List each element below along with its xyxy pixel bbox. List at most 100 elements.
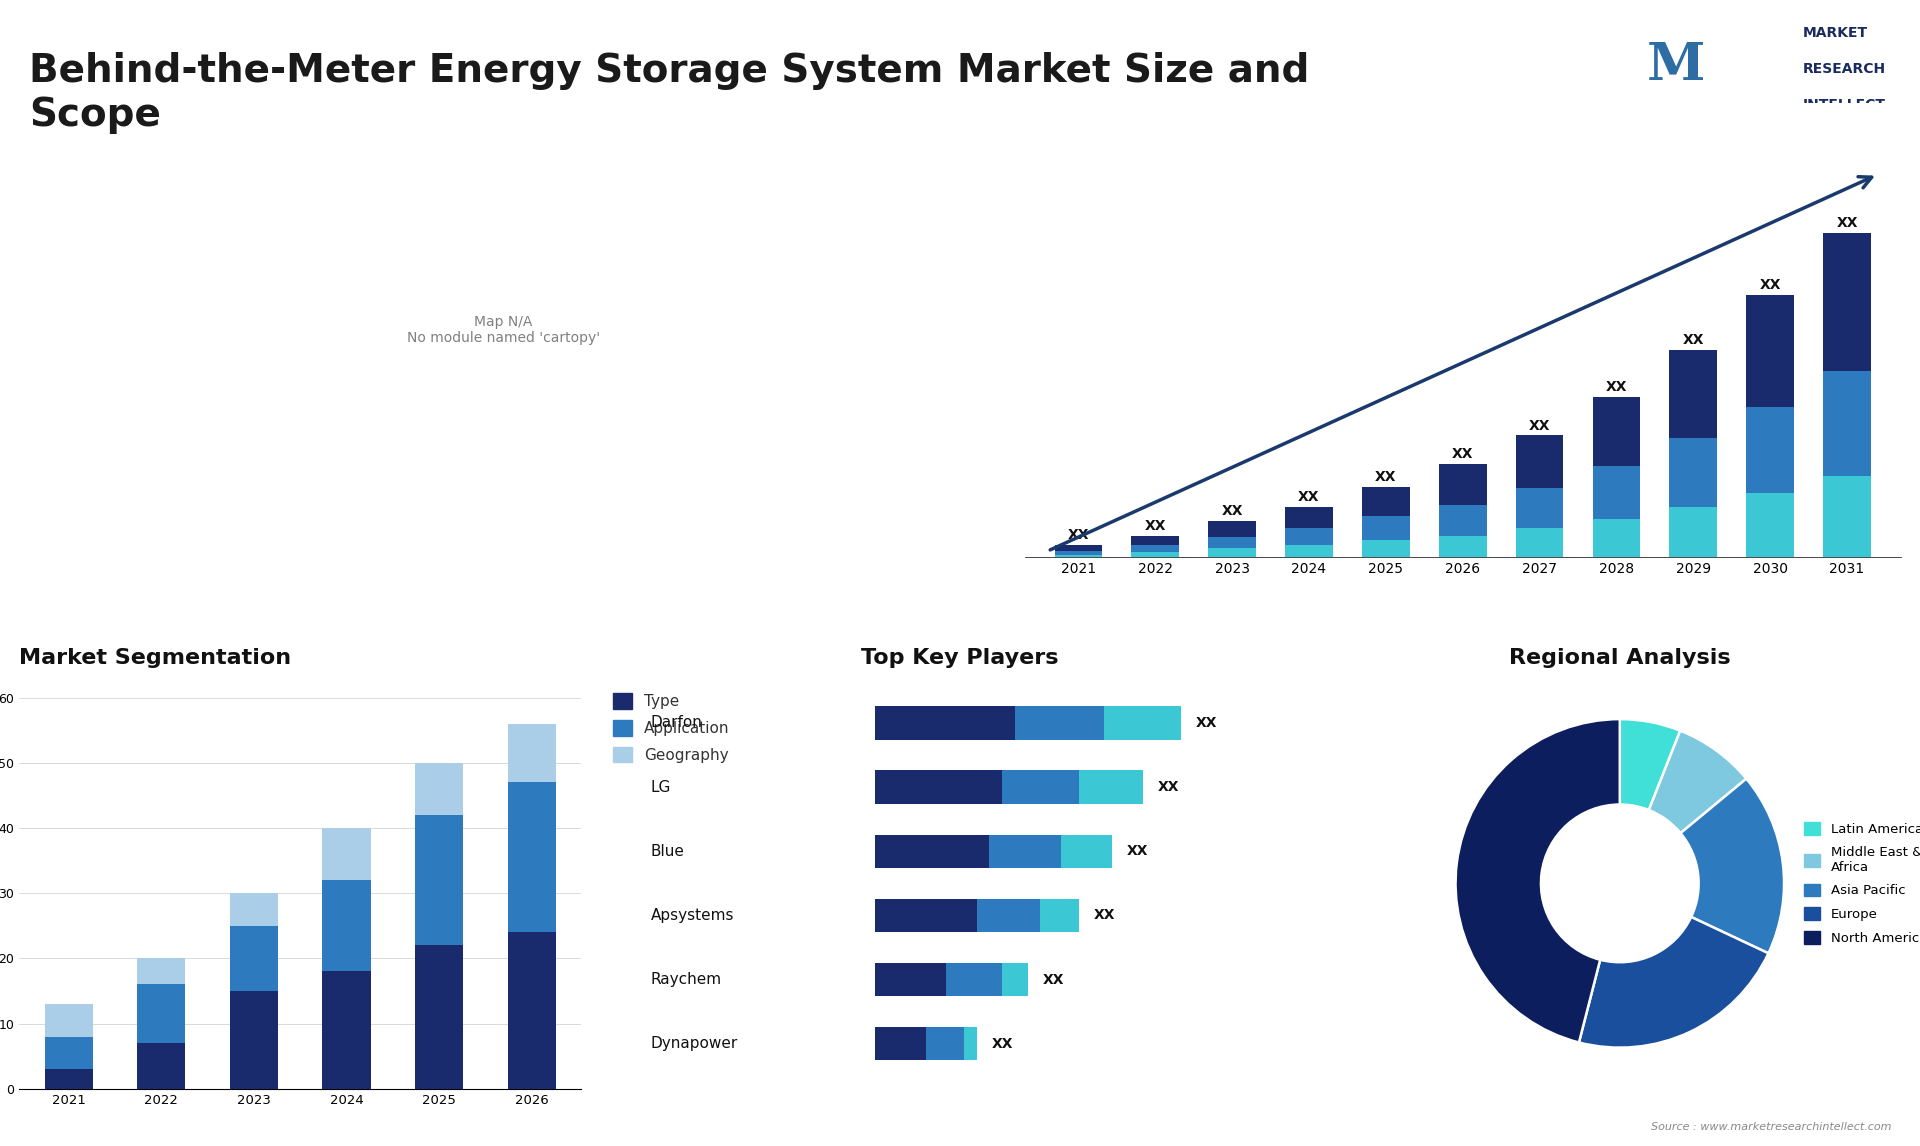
Legend: Type, Application, Geography: Type, Application, Geography xyxy=(605,685,737,770)
Text: XX: XX xyxy=(1682,332,1705,347)
Text: XX: XX xyxy=(1221,504,1242,518)
Bar xyxy=(230,893,278,926)
Text: M: M xyxy=(1647,40,1705,92)
Bar xyxy=(138,1043,186,1089)
Bar xyxy=(1747,407,1793,493)
Bar xyxy=(1284,507,1332,528)
Text: Source : www.marketresearchintellect.com: Source : www.marketresearchintellect.com xyxy=(1651,1122,1891,1132)
Text: Behind-the-Meter Energy Storage System Market Size and
Scope: Behind-the-Meter Energy Storage System M… xyxy=(29,52,1309,134)
Text: Darfon: Darfon xyxy=(651,715,703,730)
Bar xyxy=(415,815,463,945)
Bar xyxy=(415,763,463,815)
Bar xyxy=(1208,521,1256,536)
Text: INTELLECT: INTELLECT xyxy=(1803,99,1885,112)
Wedge shape xyxy=(1455,720,1620,1043)
Bar xyxy=(1054,551,1102,555)
Text: Blue: Blue xyxy=(651,843,685,858)
Bar xyxy=(1824,371,1870,476)
Bar xyxy=(876,963,947,996)
Bar xyxy=(1208,536,1256,549)
Bar xyxy=(44,1004,92,1036)
Bar xyxy=(1747,295,1793,407)
Bar xyxy=(138,958,186,984)
Text: XX: XX xyxy=(1452,447,1473,461)
Text: XX: XX xyxy=(1375,470,1396,484)
Bar xyxy=(1592,466,1640,519)
Bar xyxy=(1131,552,1179,557)
Bar xyxy=(1592,519,1640,557)
Bar xyxy=(1515,528,1563,557)
Bar xyxy=(1002,770,1079,803)
Bar xyxy=(1041,898,1079,932)
Bar xyxy=(138,984,186,1043)
Text: XX: XX xyxy=(1298,490,1319,504)
Bar xyxy=(1824,233,1870,371)
Bar xyxy=(507,932,555,1089)
Bar xyxy=(1361,517,1409,540)
Bar xyxy=(230,991,278,1089)
Text: LG: LG xyxy=(651,779,672,794)
Bar xyxy=(507,783,555,932)
Title: Regional Analysis: Regional Analysis xyxy=(1509,649,1730,668)
Bar xyxy=(1131,535,1179,545)
Bar xyxy=(876,706,1016,739)
Wedge shape xyxy=(1680,778,1784,953)
Text: XX: XX xyxy=(1759,278,1782,292)
Bar xyxy=(876,770,1002,803)
Bar xyxy=(989,834,1062,868)
Legend: Latin America, Middle East &
Africa, Asia Pacific, Europe, North America: Latin America, Middle East & Africa, Asi… xyxy=(1799,817,1920,950)
Bar xyxy=(323,972,371,1089)
Text: XX: XX xyxy=(991,1037,1014,1051)
Text: MARKET: MARKET xyxy=(1803,26,1868,40)
Bar xyxy=(876,834,989,868)
Text: XX: XX xyxy=(1196,716,1217,730)
Bar xyxy=(1515,435,1563,488)
Wedge shape xyxy=(1649,731,1747,833)
Text: XX: XX xyxy=(1528,418,1549,432)
Text: Map N/A
No module named 'cartopy': Map N/A No module named 'cartopy' xyxy=(407,315,599,345)
Bar xyxy=(977,898,1041,932)
Text: Dynapower: Dynapower xyxy=(651,1036,737,1051)
Bar xyxy=(415,945,463,1089)
Bar xyxy=(1670,507,1716,557)
Bar xyxy=(230,926,278,991)
Bar xyxy=(1670,438,1716,507)
Bar xyxy=(876,1027,925,1060)
Bar xyxy=(1016,706,1104,739)
Bar xyxy=(1747,493,1793,557)
Bar xyxy=(507,723,555,783)
Bar xyxy=(1670,350,1716,438)
Bar xyxy=(1054,545,1102,551)
Bar xyxy=(1592,398,1640,466)
Bar xyxy=(1131,545,1179,552)
Bar xyxy=(1438,535,1486,557)
Text: Apsystems: Apsystems xyxy=(651,908,733,923)
Bar xyxy=(1079,770,1142,803)
Bar xyxy=(1361,540,1409,557)
Text: XX: XX xyxy=(1836,215,1859,230)
Bar xyxy=(947,963,1002,996)
Text: Market Segmentation: Market Segmentation xyxy=(19,649,292,668)
Bar xyxy=(1438,464,1486,504)
Text: XX: XX xyxy=(1144,519,1165,533)
Bar xyxy=(964,1027,977,1060)
Bar xyxy=(323,880,371,972)
Text: XX: XX xyxy=(1043,973,1064,987)
Wedge shape xyxy=(1578,917,1768,1047)
Text: XX: XX xyxy=(1094,909,1116,923)
Text: RESEARCH: RESEARCH xyxy=(1803,62,1885,77)
Wedge shape xyxy=(1620,720,1680,810)
Text: XX: XX xyxy=(1605,380,1626,394)
Bar xyxy=(1361,487,1409,517)
Bar xyxy=(1002,963,1027,996)
Bar xyxy=(323,827,371,880)
Bar xyxy=(1284,528,1332,545)
Bar xyxy=(1054,555,1102,557)
Bar xyxy=(1438,504,1486,535)
Bar xyxy=(1104,706,1181,739)
Bar xyxy=(1208,549,1256,557)
Bar xyxy=(44,1069,92,1089)
Bar xyxy=(876,898,977,932)
Text: XX: XX xyxy=(1158,780,1179,794)
Bar xyxy=(1515,488,1563,528)
